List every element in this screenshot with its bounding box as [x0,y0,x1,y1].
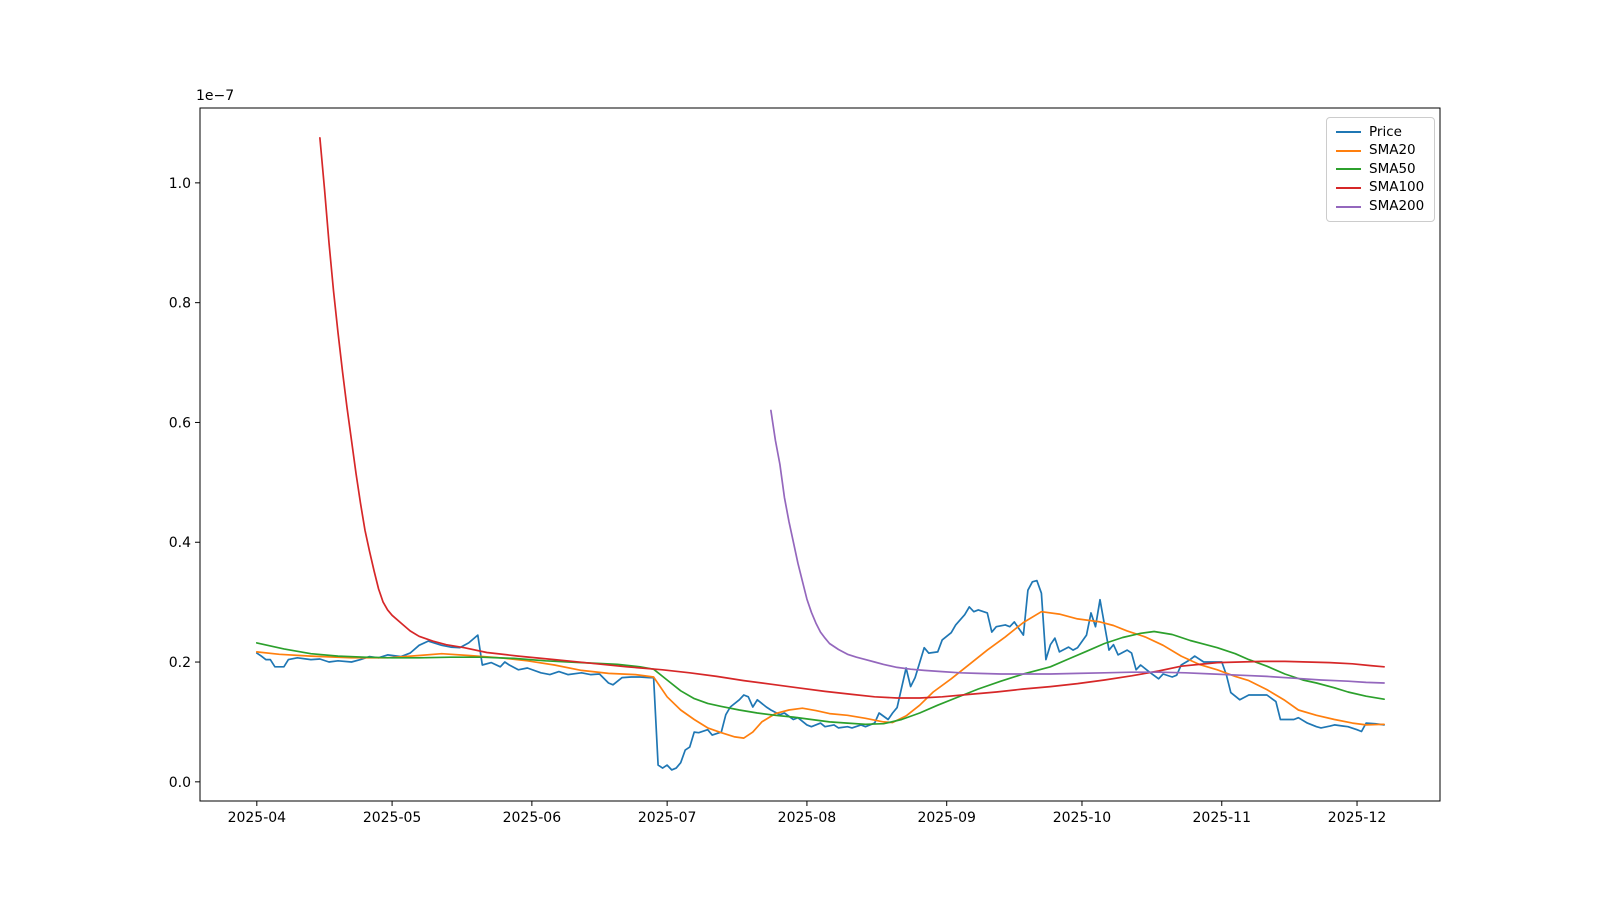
legend-entry-sma100: SMA100 [1336,179,1427,198]
legend-label-price: Price [1369,123,1402,140]
legend-entry-sma20: SMA20 [1336,142,1427,161]
legend-label-sma100: SMA100 [1369,179,1425,196]
series-layer [255,137,1385,771]
x-tick-label: 2025-08 [778,810,837,826]
x-tick-label: 2025-07 [638,810,697,826]
y-tick-label: 0.4 [169,535,191,551]
y-tick-label: 0.8 [169,296,191,312]
sma200-line [770,409,1385,684]
x-tick-label: 2025-04 [228,810,287,826]
legend-label-sma200: SMA200 [1369,197,1425,214]
sma50-line [255,630,1385,726]
x-tick-label: 2025-12 [1328,810,1387,826]
sma50-line-swatch [1336,168,1361,171]
legend-entry-price: Price [1336,123,1427,142]
price-line [255,579,1385,771]
x-tick-label: 2025-10 [1053,810,1112,826]
y-tick-label: 0.2 [169,655,191,671]
sma100-line [319,137,1385,699]
sma200-line-swatch [1336,205,1361,208]
x-tick-label: 2025-09 [917,810,976,826]
y-tick-label: 0.6 [169,415,191,431]
axes-spines [199,107,1441,802]
sma20-line-swatch [1336,149,1361,152]
sma100-line-swatch [1336,187,1361,190]
legend-entry-sma50: SMA50 [1336,160,1427,179]
y-tick-label: 1.0 [169,176,191,192]
sma20-line [255,610,1385,739]
legend-label-sma50: SMA50 [1369,160,1416,177]
price-line-swatch [1336,131,1361,134]
y-tick-label: 0.0 [169,775,191,791]
y-axis-offset-label: 1e−7 [196,88,234,104]
x-tick-label: 2025-11 [1193,810,1252,826]
axes-layer: 2025-04 2025-05 2025-06 2025-07 2025-08 2025-… [169,88,1441,826]
legend-entry-sma200: SMA200 [1336,197,1427,216]
legend-box: Price SMA20 SMA50 SMA100 SMA200 [1326,117,1435,222]
x-tick-label: 2025-05 [363,810,422,826]
x-tick-label: 2025-06 [503,810,562,826]
legend-label-sma20: SMA20 [1369,142,1416,159]
